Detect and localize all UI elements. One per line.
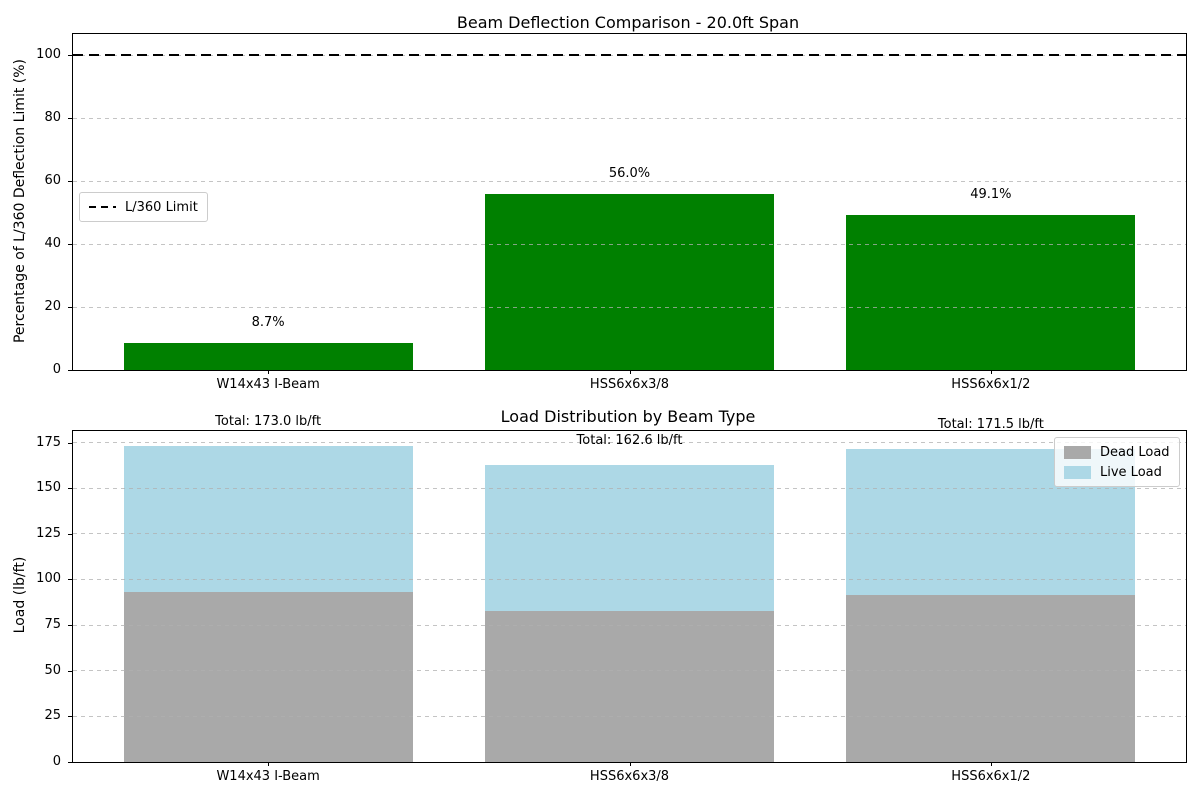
y-gridline (73, 306, 1186, 308)
x-tick-label: W14x43 I-Beam (216, 377, 320, 392)
y-gridline (73, 533, 1186, 535)
x-tick-mark (268, 762, 270, 766)
y-tick-label: 75 (44, 617, 61, 633)
y-tick-mark (68, 762, 72, 763)
load-chart-title: Load Distribution by Beam Type (500, 407, 756, 426)
y-tick-mark (68, 181, 72, 183)
y-tick-mark (68, 579, 72, 581)
deflection-plot-area: 0 20 40 60 80 100 8.7% W14x43 I-Beam 56.0% HSS6x6… (36, 33, 1187, 392)
limit-line (73, 54, 1186, 57)
y-gridline (73, 117, 1186, 119)
legend-swatch (1064, 465, 1091, 479)
total-label: Total: 162.6 lb/ft (576, 433, 683, 449)
bar-segment-dead-load (846, 594, 1136, 762)
y-tick-mark (68, 533, 72, 535)
y-tick-label: 25 (44, 708, 61, 724)
y-tick-label: 0 (52, 362, 61, 377)
x-tick-label: HSS6x6x1/2 (951, 377, 1031, 392)
y-tick-mark (68, 670, 72, 672)
legend-label: Dead Load (1100, 444, 1170, 460)
y-gridline (73, 487, 1186, 489)
x-tick-mark (990, 370, 992, 374)
y-tick-mark (68, 244, 72, 246)
y-tick-label: 100 (36, 571, 61, 587)
dashed-line-icon (89, 206, 116, 208)
x-tick-label: HSS6x6x3/8 (589, 377, 670, 392)
y-tick-label: 40 (44, 236, 61, 252)
x-tick-mark (629, 762, 631, 766)
y-tick-mark (68, 716, 72, 718)
y-tick-mark (68, 118, 72, 120)
legend-item: L/360 Limit (89, 197, 198, 217)
bar-segment-live-load (123, 446, 413, 593)
total-label: Total: 171.5 lb/ft (937, 416, 1044, 432)
y-gridline (73, 670, 1186, 672)
y-tick-label: 50 (44, 662, 61, 678)
y-tick-mark (68, 442, 72, 444)
load-plot-area: 0 25 50 75 100 125 150 175 Total: 173.0 lb/ft W14… (36, 414, 1187, 784)
bar-segment-dead-load (484, 611, 775, 762)
y-tick-label: 150 (36, 480, 61, 496)
y-gridline (73, 180, 1186, 182)
y-tick-mark (68, 625, 72, 627)
legend-item: Live Load (1064, 462, 1170, 482)
y-gridline (73, 578, 1186, 580)
y-tick-label: 20 (44, 299, 61, 315)
legend-swatch (1064, 445, 1091, 459)
x-tick-mark (990, 762, 992, 766)
bar-value-label: 56.0% (608, 165, 651, 181)
deflection-bar (484, 193, 775, 370)
load-legend: Dead Load Live Load (1054, 437, 1180, 487)
y-tick-label: 0 (52, 754, 61, 769)
y-gridline (73, 715, 1186, 717)
deflection-bar (123, 342, 413, 370)
deflection-legend: L/360 Limit (79, 192, 208, 222)
x-tick-mark (629, 370, 631, 374)
bar-segment-live-load (484, 465, 775, 612)
y-gridline (73, 624, 1186, 626)
x-tick-label: W14x43 I-Beam (216, 769, 320, 784)
bar-value-label: 49.1% (970, 187, 1012, 203)
y-tick-label: 175 (36, 434, 61, 450)
bar-value-label: 8.7% (251, 314, 285, 330)
y-tick-mark (68, 370, 72, 371)
y-tick-label: 60 (44, 173, 61, 189)
legend-label: L/360 Limit (125, 199, 198, 215)
y-tick-mark (68, 488, 72, 490)
x-tick-mark (268, 370, 270, 374)
y-tick-mark (68, 55, 72, 57)
x-tick-label: HSS6x6x3/8 (589, 769, 670, 784)
legend-label: Live Load (1100, 464, 1162, 480)
deflection-bar (846, 215, 1136, 370)
bar-segment-dead-load (123, 592, 413, 762)
y-gridline (73, 442, 1186, 443)
deflection-chart-title: Beam Deflection Comparison - 20.0ft Span (456, 13, 800, 32)
x-tick-label: HSS6x6x1/2 (951, 769, 1031, 784)
y-tick-mark (68, 307, 72, 309)
y-tick-label: 80 (44, 110, 61, 126)
total-label: Total: 173.0 lb/ft (215, 414, 322, 430)
y-tick-label: 125 (36, 525, 61, 541)
legend-item: Dead Load (1064, 442, 1170, 462)
y-tick-label: 100 (36, 47, 61, 63)
y-gridline (73, 243, 1186, 245)
